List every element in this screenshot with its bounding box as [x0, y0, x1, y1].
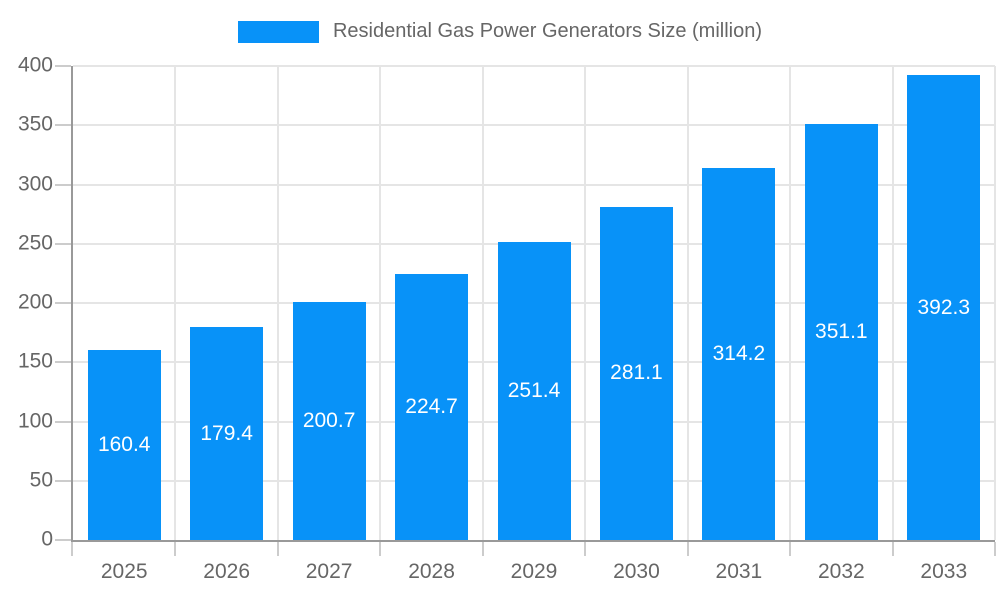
x-axis-tick-6: [686, 542, 689, 556]
y-axis-label-150: 150: [17, 349, 53, 373]
bar-2028[interactable]: 224.7: [395, 273, 469, 540]
plot-area: 160.4 179.4 200.7 224.7 251.4 281.1 314.2 351.1…: [55, 65, 996, 556]
bar-2026[interactable]: 179.4: [190, 327, 264, 540]
bar-value-label-2028: 224.7: [405, 394, 458, 418]
x-axis-tick-3: [379, 542, 382, 556]
bar-value-label-2033: 392.3: [917, 295, 971, 319]
y-axis-label-250: 250: [17, 231, 53, 255]
x-axis-label-2030: 2030: [613, 560, 660, 583]
x-axis-label-2025: 2025: [100, 560, 148, 583]
x-axis-label-2026: 2026: [203, 560, 251, 583]
x-axis-tick-9: [994, 542, 996, 556]
bar-2032[interactable]: 351.1: [804, 123, 878, 540]
y-axis-tick-0: [55, 539, 71, 541]
chart-legend[interactable]: Residential Gas Power Generators Size (m…: [0, 20, 1000, 43]
x-axis-tick-7: [789, 542, 792, 556]
gridline-x-7: [789, 66, 792, 540]
x-axis-tick-1: [174, 542, 177, 556]
y-axis-label-300: 300: [17, 172, 53, 196]
y-axis-label-350: 350: [17, 112, 53, 136]
bar-2025[interactable]: 160.4: [87, 349, 161, 540]
bar-value-label-2027: 200.7: [302, 409, 356, 433]
gridline-x-8: [891, 66, 894, 540]
gridline-x-5: [584, 66, 587, 540]
gridline-y-400: [73, 65, 995, 67]
x-axis-tick-4: [481, 542, 484, 556]
x-axis-label-2031: 2031: [715, 560, 763, 583]
bar-value-label-2030: 281.1: [610, 361, 663, 385]
gridline-y-300: [73, 183, 995, 186]
y-axis-label-100: 100: [17, 409, 53, 433]
bar-2033[interactable]: 392.3: [907, 75, 981, 540]
x-axis-tick-5: [584, 542, 587, 556]
bar-value-label-2031: 314.2: [712, 341, 766, 365]
gridline-x-6: [686, 66, 689, 540]
x-axis-label-2033: 2033: [920, 560, 968, 583]
x-axis-tick-2: [276, 542, 279, 556]
gridline-y-350: [73, 124, 995, 127]
x-axis-tick-0: [71, 542, 73, 556]
bar-value-label-2025: 160.4: [97, 432, 151, 456]
legend-label: Residential Gas Power Generators Size (m…: [332, 20, 763, 42]
gridline-x-2: [276, 66, 279, 540]
bar-2027[interactable]: 200.7: [292, 302, 366, 540]
y-axis-line: [71, 66, 73, 555]
bar-value-label-2026: 179.4: [200, 421, 253, 445]
gridline-x-1: [174, 66, 177, 540]
bar-2031[interactable]: 314.2: [702, 167, 776, 540]
y-axis-label-0: 0: [41, 527, 53, 551]
y-axis-tick-100: [55, 420, 71, 423]
x-axis-label-2032: 2032: [817, 560, 865, 583]
x-axis-label-2029: 2029: [510, 560, 558, 583]
y-axis-label-400: 400: [17, 53, 53, 77]
bar-2030[interactable]: 281.1: [599, 206, 673, 540]
x-axis-label-2027: 2027: [305, 560, 353, 583]
y-axis-tick-50: [55, 479, 71, 482]
gridline-x-9: [994, 66, 996, 540]
legend-swatch-icon: [237, 20, 319, 43]
x-axis-tick-8: [891, 542, 894, 556]
y-axis-tick-400: [55, 65, 71, 67]
gridline-x-4: [481, 66, 484, 540]
x-axis-label-2028: 2028: [408, 560, 455, 583]
bar-value-label-2032: 351.1: [815, 319, 868, 343]
y-axis-tick-250: [55, 242, 71, 245]
y-axis-tick-300: [55, 183, 71, 186]
gridline-x-3: [379, 66, 382, 540]
bar-2029[interactable]: 251.4: [497, 242, 571, 540]
y-axis-tick-200: [55, 302, 71, 304]
y-axis-tick-150: [55, 361, 71, 364]
y-axis-label-200: 200: [17, 290, 53, 314]
y-axis-label-50: 50: [29, 468, 53, 492]
x-axis-labels: 2025 2026 2027 2028 2029 2030 2031 2032 2033: [73, 560, 995, 590]
y-axis-tick-350: [55, 124, 71, 127]
bar-value-label-2029: 251.4: [507, 379, 561, 403]
y-axis-labels: 0 50 100 150 200 250 300 350 400: [0, 54, 73, 551]
x-axis-line: [71, 540, 995, 542]
